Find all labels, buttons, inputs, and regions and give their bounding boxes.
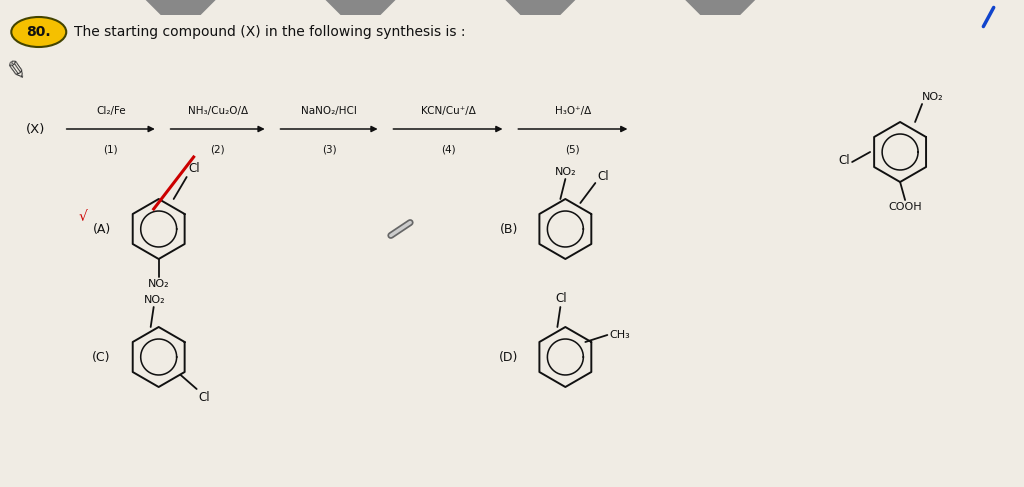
Text: Cl: Cl (839, 153, 850, 167)
Text: (4): (4) (440, 145, 456, 155)
Polygon shape (145, 0, 216, 15)
Text: Cl: Cl (597, 170, 609, 183)
Text: Cl₂/Fe: Cl₂/Fe (96, 106, 126, 116)
Text: (B): (B) (500, 223, 518, 236)
Polygon shape (685, 0, 756, 15)
Text: COOH: COOH (888, 202, 922, 212)
Text: NO₂: NO₂ (147, 279, 170, 289)
Text: NaNO₂/HCl: NaNO₂/HCl (301, 106, 357, 116)
Text: (1): (1) (103, 145, 118, 155)
Text: NO₂: NO₂ (143, 295, 166, 305)
Text: Cl: Cl (556, 292, 567, 305)
Text: ✎: ✎ (3, 58, 29, 86)
Text: (D): (D) (499, 351, 518, 363)
Text: (2): (2) (210, 145, 225, 155)
Text: NH₃/Cu₂O/Δ: NH₃/Cu₂O/Δ (187, 106, 248, 116)
Text: NO₂: NO₂ (922, 92, 944, 102)
Ellipse shape (11, 17, 67, 47)
Text: Cl: Cl (199, 391, 210, 404)
Text: The starting compound (X) in the following synthesis is :: The starting compound (X) in the followi… (74, 25, 465, 39)
Text: NO₂: NO₂ (555, 167, 577, 177)
Text: (A): (A) (92, 223, 111, 236)
Text: CH₃: CH₃ (609, 330, 630, 340)
Text: (3): (3) (322, 145, 336, 155)
Text: Cl: Cl (188, 162, 201, 175)
Text: KCN/Cu⁺/Δ: KCN/Cu⁺/Δ (421, 106, 475, 116)
Text: H₃O⁺/Δ: H₃O⁺/Δ (555, 106, 591, 116)
Text: (C): (C) (92, 351, 111, 363)
Text: (X): (X) (26, 123, 45, 135)
Text: √: √ (78, 210, 87, 224)
Text: 80.: 80. (27, 25, 51, 39)
Polygon shape (506, 0, 575, 15)
Text: (5): (5) (565, 145, 581, 155)
Polygon shape (326, 0, 395, 15)
